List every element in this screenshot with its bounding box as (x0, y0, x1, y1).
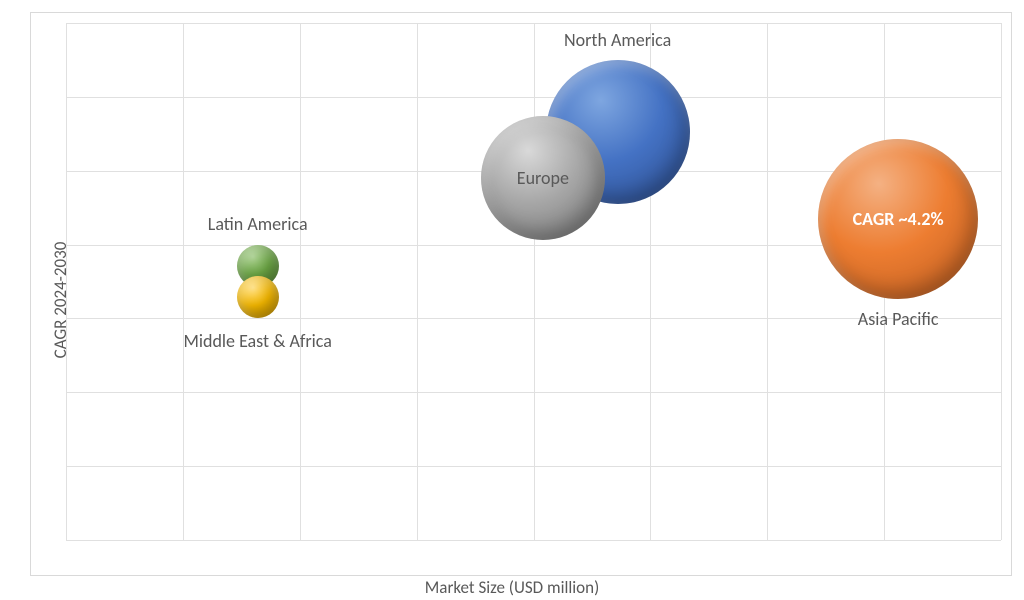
bubble-middle-east-africa (237, 276, 279, 318)
grid-line-vertical (300, 23, 301, 540)
bubble-label: Middle East & Africa (183, 330, 331, 352)
grid-line-vertical (767, 23, 768, 540)
bubble-label: North America (564, 29, 671, 51)
plot-area: North America Europe CAGR ~4.2% Asia Pacifi… (66, 23, 1001, 540)
bubble-label: Latin America (208, 213, 308, 235)
grid-line-vertical (534, 23, 535, 540)
bubble-label: Europe (517, 167, 569, 189)
y-axis-label: CAGR 2024-2030 (50, 242, 71, 359)
grid-line-vertical (417, 23, 418, 540)
grid-line-vertical (183, 23, 184, 540)
x-axis-label: Market Size (USD million) (425, 577, 599, 598)
chart-container: North America Europe CAGR ~4.2% Asia Pacifi… (30, 12, 1012, 576)
bubble-label: Asia Pacific (858, 308, 939, 330)
grid-line-vertical (1001, 23, 1002, 540)
bubble-inner-label: CAGR ~4.2% (853, 208, 944, 230)
grid-line-horizontal (66, 540, 1001, 541)
